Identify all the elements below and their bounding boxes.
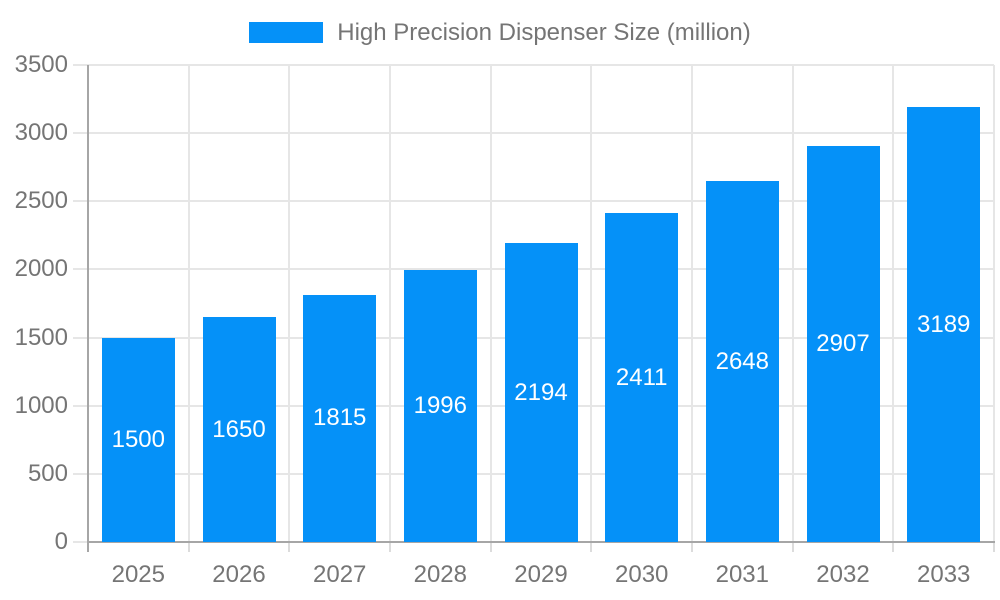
bar-2028 [403,270,477,542]
bar-value-label-2033: 3189 [916,310,971,338]
gridline-x-8 [892,65,894,542]
y-axis-line [87,65,89,542]
gridline-y-2500 [88,200,994,202]
gridline-x-9 [993,65,995,542]
bar-2031 [705,181,779,542]
legend-swatch-icon [249,22,324,44]
gridline-x-5 [590,65,592,542]
gridline-x-2 [288,65,290,542]
y-axis-label-2500: 2500 [14,187,68,214]
bar-2026 [202,317,276,542]
x-tick-mark-6 [691,542,693,552]
y-tick-mark-2500 [73,200,88,202]
x-axis-label-2028: 2028 [413,561,467,588]
legend-label: High Precision Dispenser Size (million) [337,18,751,46]
bar-value-label-2031: 2648 [715,347,769,375]
x-tick-mark-2 [288,542,290,552]
y-axis-label-3500: 3500 [14,51,68,78]
x-axis-line [87,541,995,543]
y-tick-mark-1500 [73,337,88,339]
x-axis-label-2033: 2033 [916,561,971,588]
x-tick-mark-4 [490,542,492,552]
x-tick-mark-0 [87,542,89,552]
x-axis-label-2031: 2031 [715,561,769,588]
x-axis-label-2027: 2027 [312,561,367,588]
gridline-x-4 [490,65,492,542]
x-axis-label-2030: 2030 [614,561,669,588]
y-tick-mark-500 [73,473,88,475]
x-axis-label-2025: 2025 [111,561,165,588]
y-tick-mark-3500 [73,64,88,66]
x-axis-label-2032: 2032 [816,561,870,588]
y-tick-mark-2000 [73,268,88,270]
x-tick-mark-7 [792,542,794,552]
y-tick-mark-0 [73,541,88,543]
bar-value-label-2029: 2194 [514,378,568,406]
x-axis-label-2029: 2029 [514,561,568,588]
legend-item-series[interactable]: High Precision Dispenser Size (million) [249,18,751,48]
bar-2032 [806,145,880,542]
bar-2027 [303,294,377,542]
x-axis-label-2026: 2026 [212,561,266,588]
x-tick-mark-3 [389,542,391,552]
x-tick-mark-1 [188,542,190,552]
bar-2030 [605,213,679,542]
y-axis-label-2000: 2000 [14,255,68,282]
bar-2033 [907,107,981,542]
y-axis-label-1000: 1000 [14,392,68,419]
y-tick-mark-3000 [73,132,88,134]
y-axis-label-500: 500 [27,460,68,487]
chart-legend: High Precision Dispenser Size (million) [0,14,1000,52]
x-tick-mark-8 [892,542,894,552]
x-tick-mark-9 [993,542,995,552]
bar-2029 [504,243,578,542]
y-tick-mark-1000 [73,405,88,407]
gridline-y-3000 [88,132,994,134]
bar-2025 [101,337,175,542]
bar-value-label-2026: 1650 [212,415,266,443]
gridline-x-1 [188,65,190,542]
gridline-y-3500 [88,64,994,66]
bar-value-label-2028: 1996 [413,392,467,419]
bar-value-label-2032: 2907 [816,329,870,357]
y-axis-label-3000: 3000 [14,119,68,146]
gridline-x-7 [792,65,794,542]
y-axis-label-0: 0 [54,528,68,555]
bar-value-label-2025: 1500 [111,425,165,453]
bar-value-label-2027: 1815 [312,404,367,432]
bar-value-label-2030: 2411 [615,363,668,391]
gridline-x-6 [691,65,693,542]
gridline-x-3 [389,65,391,542]
x-tick-mark-5 [590,542,592,552]
y-axis-label-1500: 1500 [14,324,68,351]
